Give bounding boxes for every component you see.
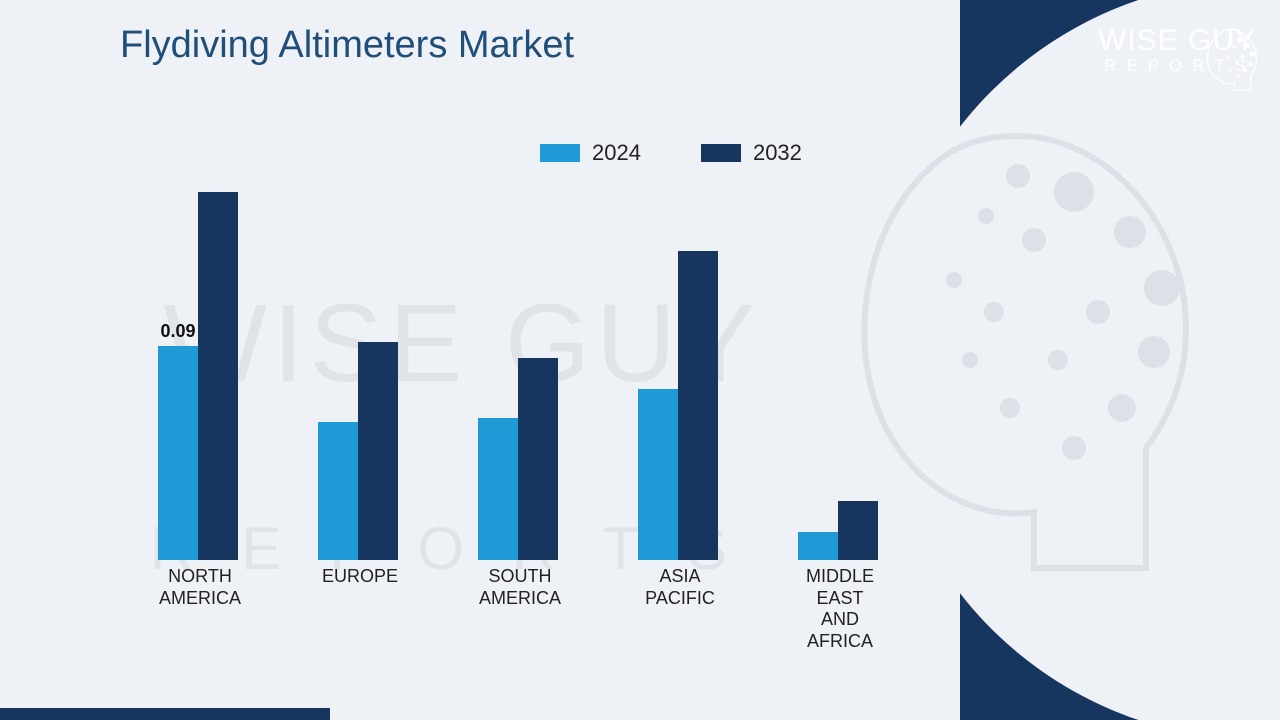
bar-2024 bbox=[638, 389, 678, 560]
footer-accent-bar bbox=[0, 708, 330, 720]
bar-group: MIDDLEEASTANDAFRICA bbox=[780, 180, 900, 560]
category-label: ASIAPACIFIC bbox=[610, 566, 750, 609]
bar-2024 bbox=[798, 532, 838, 561]
plot-area: 0.09NORTHAMERICA EUROPE SOUTHAMERICA ASIAPA… bbox=[140, 180, 940, 560]
bar-group: ASIAPACIFIC bbox=[620, 180, 740, 560]
bar-value-label: 0.09 bbox=[160, 321, 195, 342]
bar-2032 bbox=[198, 192, 238, 560]
category-label: NORTHAMERICA bbox=[130, 566, 270, 609]
category-label: MIDDLEEASTANDAFRICA bbox=[770, 566, 910, 652]
category-label: SOUTHAMERICA bbox=[450, 566, 590, 609]
brand-text-wise: WISE bbox=[1098, 24, 1179, 57]
bar-group: EUROPE bbox=[300, 180, 420, 560]
bar-2024 bbox=[318, 422, 358, 560]
category-label: EUROPE bbox=[290, 566, 430, 588]
legend-item-2024: 2024 bbox=[540, 140, 641, 166]
brand-head-icon bbox=[1192, 26, 1262, 96]
legend-item-2032: 2032 bbox=[701, 140, 802, 166]
brand-logo: WISE GUY REPORTS bbox=[1098, 24, 1256, 76]
legend-label-2032: 2032 bbox=[753, 140, 802, 166]
bar-2032 bbox=[518, 358, 558, 560]
legend-swatch-2032 bbox=[701, 144, 741, 162]
bar-group: 0.09NORTHAMERICA bbox=[140, 180, 260, 560]
bar-2032 bbox=[678, 251, 718, 560]
chart-legend: 2024 2032 bbox=[540, 140, 802, 166]
legend-label-2024: 2024 bbox=[592, 140, 641, 166]
bar-2032 bbox=[838, 501, 878, 560]
bar-2024 bbox=[478, 418, 518, 561]
legend-swatch-2024 bbox=[540, 144, 580, 162]
bar-group: SOUTHAMERICA bbox=[460, 180, 580, 560]
bar-2024 bbox=[158, 346, 198, 560]
chart-title: Flydiving Altimeters Market bbox=[120, 24, 574, 67]
bar-2032 bbox=[358, 342, 398, 561]
bar-chart: Market Size in USD Billion 2024 2032 0.0… bbox=[60, 150, 940, 620]
